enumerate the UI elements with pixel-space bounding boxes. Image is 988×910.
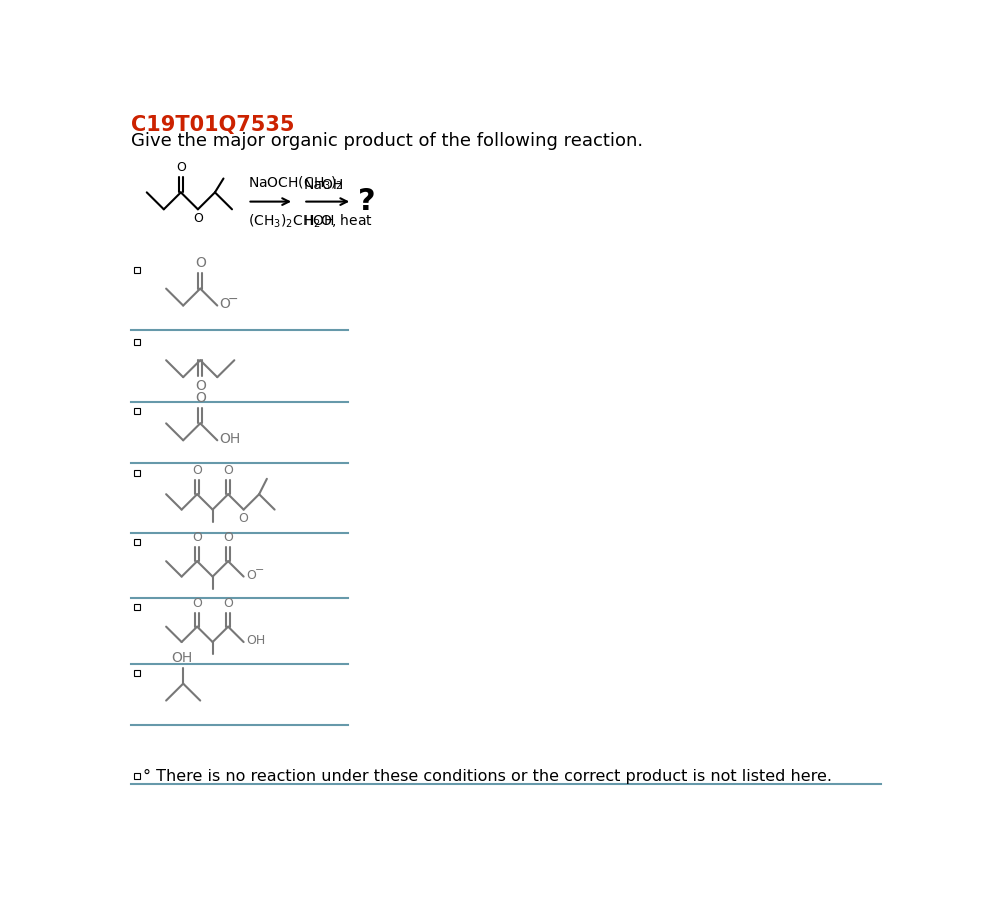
- Bar: [133, 604, 139, 611]
- Text: O: O: [193, 531, 203, 544]
- Text: Give the major organic product of the following reaction.: Give the major organic product of the fo…: [131, 132, 643, 150]
- Bar: [133, 670, 139, 676]
- Text: (CH$_3$)$_2$CHOH: (CH$_3$)$_2$CHOH: [248, 212, 334, 230]
- Text: ° There is no reaction under these conditions or the correct product is not list: ° There is no reaction under these condi…: [143, 769, 832, 784]
- Text: O: O: [239, 512, 249, 525]
- Text: OH: OH: [246, 634, 265, 647]
- Text: O: O: [223, 597, 233, 610]
- Bar: [133, 539, 139, 545]
- Bar: [133, 773, 139, 779]
- Text: O: O: [195, 391, 206, 405]
- Text: NaOH: NaOH: [303, 177, 344, 192]
- Text: O: O: [195, 256, 206, 270]
- Text: OH: OH: [171, 652, 193, 665]
- Bar: [133, 470, 139, 476]
- Text: O: O: [194, 212, 204, 225]
- Text: O: O: [176, 161, 186, 174]
- Text: O: O: [223, 464, 233, 477]
- Text: O: O: [246, 569, 256, 581]
- Text: O: O: [195, 379, 206, 393]
- Text: H$_2$O, heat: H$_2$O, heat: [303, 212, 373, 230]
- Text: OH: OH: [219, 431, 241, 446]
- Bar: [133, 339, 139, 345]
- Text: O: O: [219, 297, 230, 311]
- Text: O: O: [193, 597, 203, 610]
- Bar: [133, 408, 139, 414]
- Text: O: O: [193, 464, 203, 477]
- Text: −: −: [228, 293, 239, 306]
- Text: NaOCH(CH$_3$)$_2$: NaOCH(CH$_3$)$_2$: [248, 174, 343, 192]
- Text: C19T01Q7535: C19T01Q7535: [131, 116, 294, 136]
- Text: ?: ?: [359, 187, 376, 216]
- Bar: [133, 267, 139, 273]
- Text: −: −: [255, 565, 264, 575]
- Text: O: O: [223, 531, 233, 544]
